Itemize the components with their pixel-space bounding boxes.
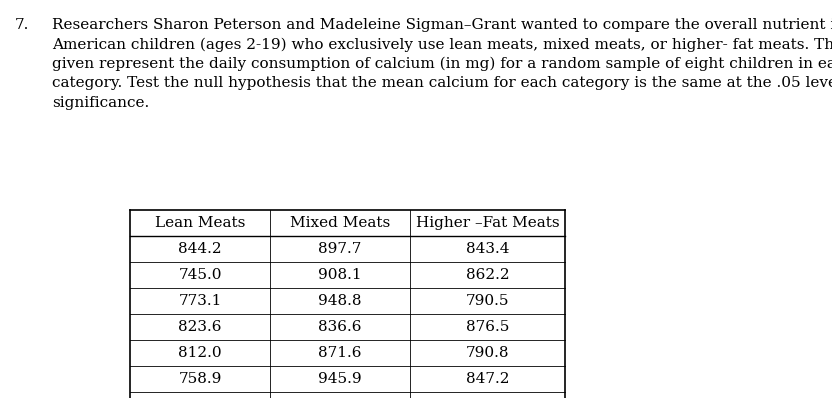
Text: 843.4: 843.4	[466, 242, 509, 256]
Text: American children (ages 2-19) who exclusively use lean meats, mixed meats, or hi: American children (ages 2-19) who exclus…	[52, 37, 832, 52]
Text: 823.6: 823.6	[178, 320, 222, 334]
Text: significance.: significance.	[52, 96, 149, 110]
Text: Lean Meats: Lean Meats	[155, 216, 245, 230]
Text: 897.7: 897.7	[319, 242, 362, 256]
Text: 945.9: 945.9	[318, 372, 362, 386]
Text: 773.1: 773.1	[178, 294, 221, 308]
Text: Researchers Sharon Peterson and Madeleine Sigman–Grant wanted to compare the ove: Researchers Sharon Peterson and Madelein…	[52, 18, 832, 32]
Text: 7.: 7.	[15, 18, 29, 32]
Text: 812.0: 812.0	[178, 346, 222, 360]
Text: 847.2: 847.2	[466, 372, 509, 386]
Text: category. Test the null hypothesis that the mean calcium for each category is th: category. Test the null hypothesis that …	[52, 76, 832, 90]
Text: Higher –Fat Meats: Higher –Fat Meats	[416, 216, 559, 230]
Text: 871.6: 871.6	[319, 346, 362, 360]
Text: 790.5: 790.5	[466, 294, 509, 308]
Text: 745.0: 745.0	[178, 268, 222, 282]
Text: 948.8: 948.8	[319, 294, 362, 308]
Text: 908.1: 908.1	[318, 268, 362, 282]
Text: 862.2: 862.2	[466, 268, 509, 282]
Text: 758.9: 758.9	[178, 372, 221, 386]
Text: 876.5: 876.5	[466, 320, 509, 334]
Text: given represent the daily consumption of calcium (in mg) for a random sample of : given represent the daily consumption of…	[52, 57, 832, 71]
Text: 844.2: 844.2	[178, 242, 222, 256]
Text: 836.6: 836.6	[319, 320, 362, 334]
Text: Mixed Meats: Mixed Meats	[290, 216, 390, 230]
Text: 790.8: 790.8	[466, 346, 509, 360]
